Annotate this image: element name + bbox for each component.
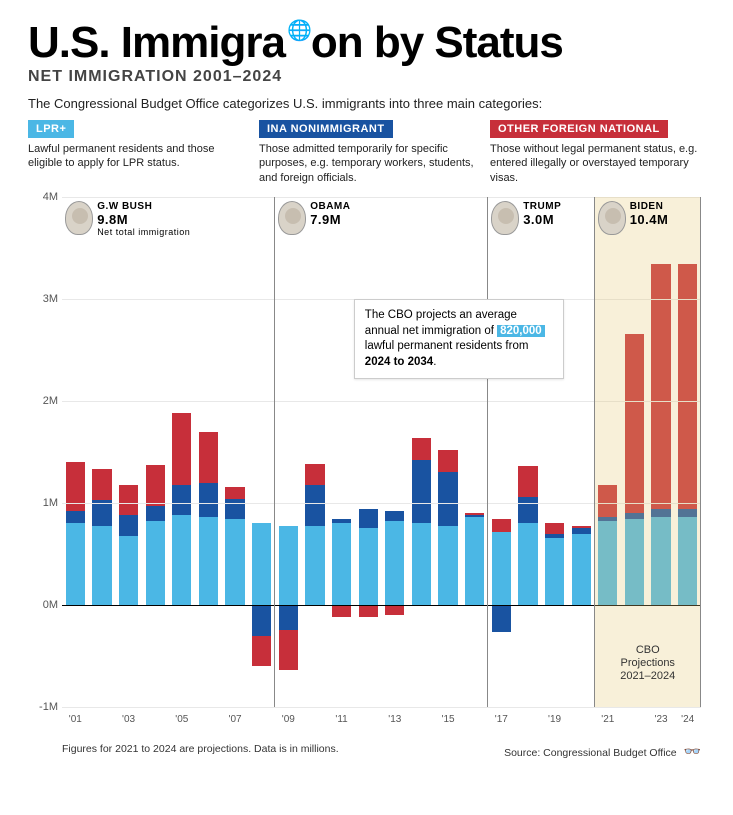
president-label: BIDEN10.4M: [598, 201, 669, 235]
cbo-projection-label: CBOProjections2021–2024: [601, 644, 695, 684]
president-name: OBAMA: [310, 201, 350, 212]
x-tick-label: '19: [548, 714, 561, 725]
legend-desc: Lawful permanent residents and those eli…: [28, 142, 243, 171]
legend-desc: Those admitted temporarily for specific …: [259, 142, 474, 185]
callout-highlight: 820,000: [497, 325, 545, 337]
president-band: [62, 197, 275, 707]
president-avatar: [65, 201, 93, 235]
legend-item: LPR+ Lawful permanent residents and those…: [28, 119, 243, 185]
y-tick-label: 0M: [28, 599, 58, 611]
president-label: OBAMA7.9M: [278, 201, 350, 235]
legend-badge: LPR+: [28, 120, 74, 138]
x-tick-label: '01: [69, 714, 82, 725]
president-name: TRUMP: [523, 201, 561, 212]
x-tick-label: '09: [282, 714, 295, 725]
x-tick-label: '11: [335, 714, 347, 725]
president-text: OBAMA7.9M: [310, 201, 350, 227]
president-total: 3.0M: [523, 212, 561, 227]
president-label: TRUMP3.0M: [491, 201, 561, 235]
x-tick-label: '07: [229, 714, 242, 725]
legend-item: OTHER FOREIGN NATIONAL Those without lega…: [490, 119, 705, 185]
footer-note-right: Source: Congressional Budget Office 👓: [504, 743, 701, 760]
title-suffix: on by Status: [311, 18, 563, 67]
president-avatar: [278, 201, 306, 235]
title-row: U.S. Immigra🌐on by Status: [28, 20, 705, 66]
callout-box: The CBO projects an average annual net i…: [354, 299, 564, 379]
president-text: BIDEN10.4M: [630, 201, 669, 227]
source-label: Source: Congressional Budget Office: [504, 747, 677, 759]
intro-text: The Congressional Budget Office categori…: [28, 96, 705, 111]
globe-icon: 🌐: [287, 20, 311, 42]
president-text: TRUMP3.0M: [523, 201, 561, 227]
y-tick-label: 3M: [28, 293, 58, 305]
president-note: Net total immigration: [97, 227, 190, 237]
president-avatar: [598, 201, 626, 235]
president-total: 7.9M: [310, 212, 350, 227]
cbo-l2: Projections: [601, 657, 695, 670]
president-total: 10.4M: [630, 212, 669, 227]
x-tick-label: '23: [655, 714, 668, 725]
page-title: U.S. Immigra🌐on by Status: [28, 20, 563, 66]
callout-post1: lawful permanent residents from: [365, 340, 529, 352]
callout-bold: 2024 to 2034: [365, 356, 433, 368]
legend-badge: INA NONIMMIGRANT: [259, 120, 393, 138]
title-prefix: U.S. Immigra: [28, 18, 285, 67]
president-text: G.W BUSH9.8MNet total immigration: [97, 201, 190, 237]
chart-area: -1M0M1M2M3M4MG.W BUSH9.8MNet total immig…: [28, 197, 705, 737]
x-tick-label: '05: [175, 714, 188, 725]
footer-note-left: Figures for 2021 to 2024 are projections…: [62, 743, 339, 760]
legend-desc: Those without legal permanent status, e.…: [490, 142, 705, 185]
y-tick-label: -1M: [28, 701, 58, 713]
subtitle: NET IMMIGRATION 2001–2024: [28, 68, 705, 86]
president-name: G.W BUSH: [97, 201, 190, 212]
president-band: [595, 197, 702, 707]
callout-pre: The CBO projects an average annual net i…: [365, 309, 517, 337]
x-tick-label: '17: [495, 714, 508, 725]
x-tick-label: '13: [388, 714, 401, 725]
callout-post2: .: [433, 356, 436, 368]
president-avatar: [491, 201, 519, 235]
x-tick-label: '15: [442, 714, 455, 725]
president-band: [275, 197, 488, 707]
y-tick-label: 4M: [28, 191, 58, 203]
footer: Figures for 2021 to 2024 are projections…: [28, 743, 705, 760]
legend-item: INA NONIMMIGRANT Those admitted temporari…: [259, 119, 474, 185]
infographic-page: U.S. Immigra🌐on by Status NET IMMIGRATIO…: [0, 0, 733, 815]
plot: -1M0M1M2M3M4MG.W BUSH9.8MNet total immig…: [62, 197, 701, 707]
y-tick-label: 1M: [28, 497, 58, 509]
x-tick-label: '21: [601, 714, 614, 725]
president-total: 9.8M: [97, 212, 190, 227]
legend-badge: OTHER FOREIGN NATIONAL: [490, 120, 668, 138]
legend: LPR+ Lawful permanent residents and those…: [28, 119, 705, 185]
x-tick-label: '24: [681, 714, 694, 725]
president-name: BIDEN: [630, 201, 669, 212]
x-tick-label: '03: [122, 714, 135, 725]
gridline: [62, 707, 701, 708]
president-band: [488, 197, 595, 707]
cbo-l1: CBO: [601, 644, 695, 657]
president-label: G.W BUSH9.8MNet total immigration: [65, 201, 190, 238]
y-tick-label: 2M: [28, 395, 58, 407]
source-icon: 👓: [684, 743, 701, 759]
cbo-l3: 2021–2024: [601, 670, 695, 683]
